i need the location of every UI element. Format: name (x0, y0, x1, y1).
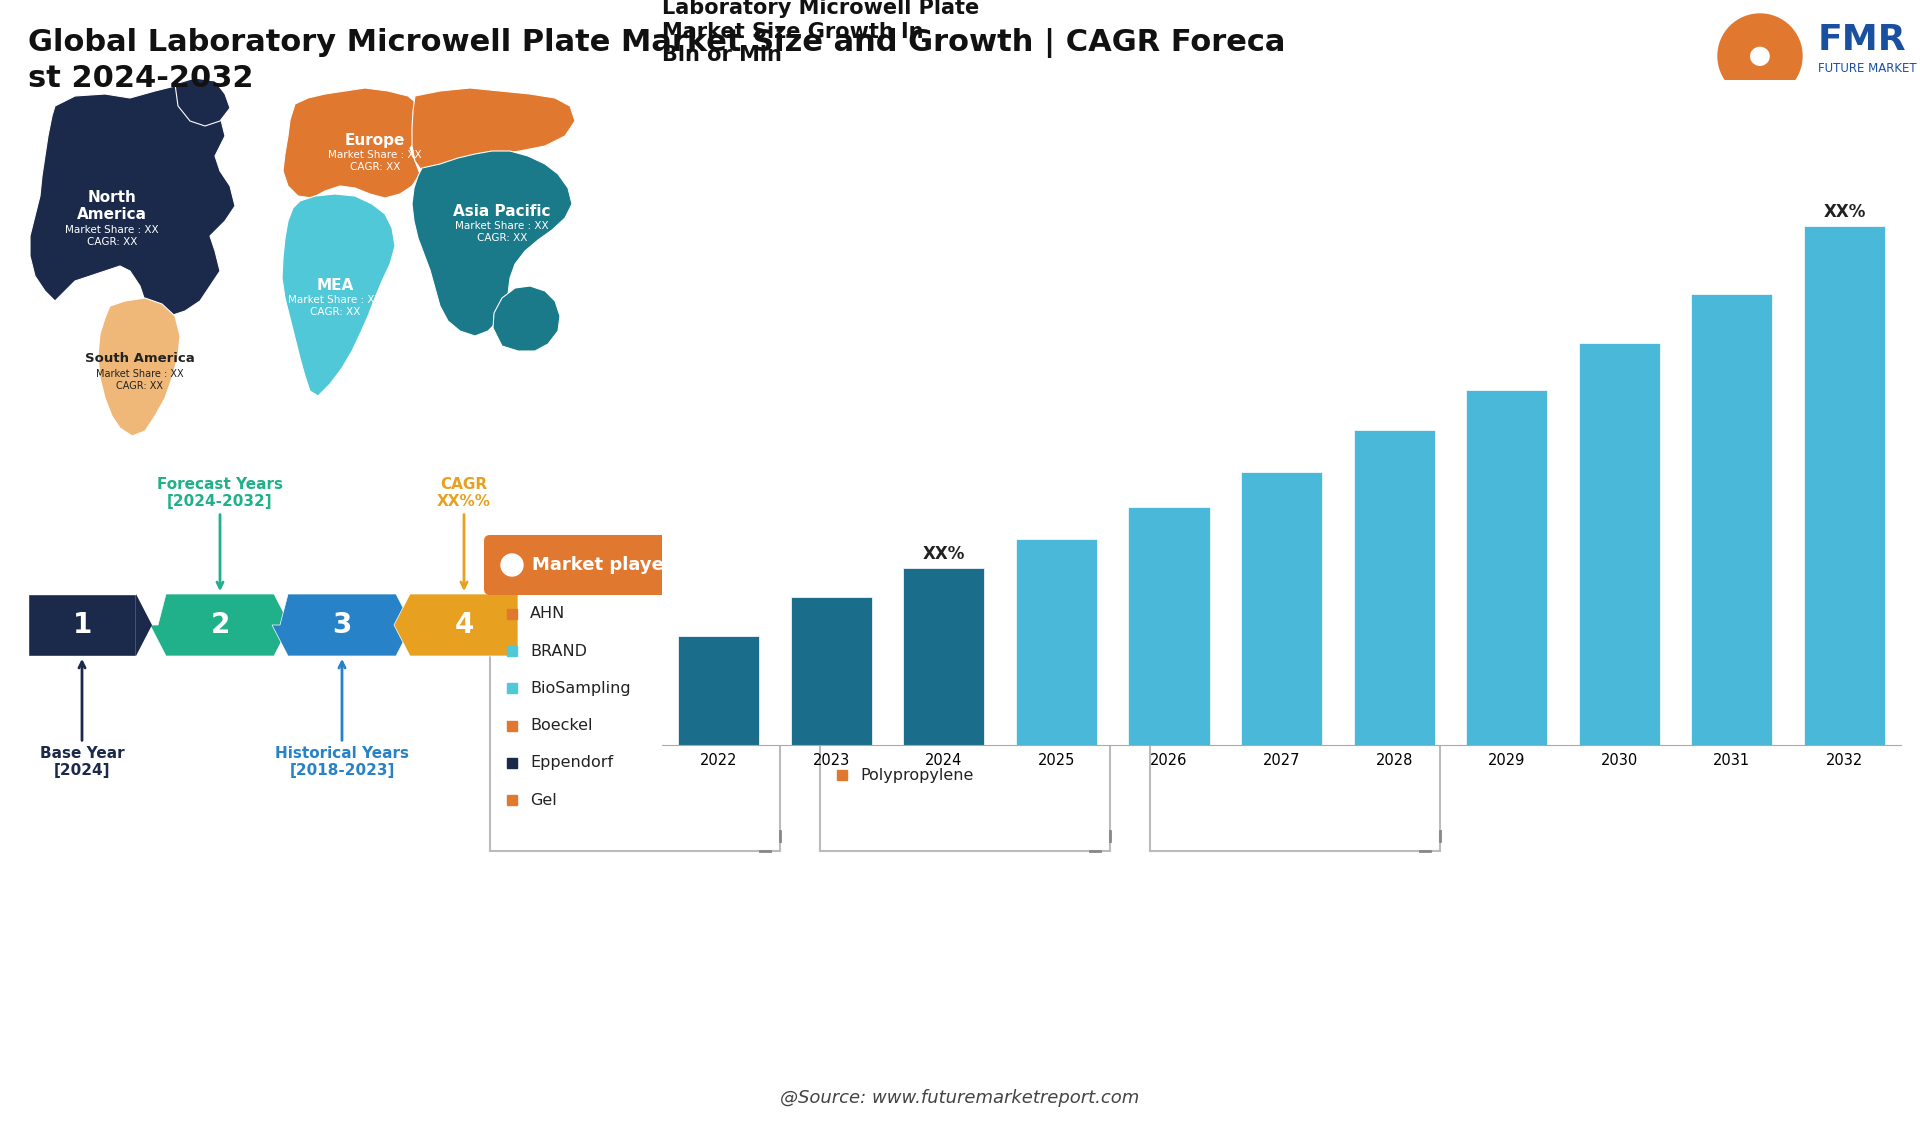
Polygon shape (282, 194, 396, 397)
Text: Market Share : XX
CAGR: XX: Market Share : XX CAGR: XX (328, 150, 422, 172)
Bar (1240, 472, 1323, 745)
Polygon shape (150, 594, 290, 656)
Bar (1805, 226, 1885, 745)
Text: Other: Other (860, 660, 906, 675)
FancyBboxPatch shape (1144, 535, 1446, 595)
Text: Polypropylene: Polypropylene (860, 768, 973, 783)
Text: ⬤: ⬤ (1749, 46, 1770, 65)
Bar (1354, 430, 1434, 745)
Text: Europe: Europe (346, 133, 405, 149)
Text: Market Share : XX
CAGR: XX: Market Share : XX CAGR: XX (96, 369, 184, 391)
Text: CAGR
XX%%: CAGR XX%% (438, 477, 492, 588)
Text: AHN: AHN (530, 606, 564, 621)
Polygon shape (413, 88, 574, 171)
FancyBboxPatch shape (814, 535, 1116, 595)
Text: 4: 4 (455, 611, 474, 639)
Polygon shape (98, 298, 180, 435)
Circle shape (831, 554, 852, 576)
Text: Laboratory Microwell Plate
Market Size Growth In
Bln or Mln: Laboratory Microwell Plate Market Size G… (662, 0, 979, 65)
FancyBboxPatch shape (484, 535, 785, 595)
Circle shape (1718, 14, 1803, 99)
Text: 1: 1 (73, 611, 92, 639)
Text: XX%: XX% (924, 545, 966, 564)
Circle shape (1162, 554, 1183, 576)
Polygon shape (282, 88, 424, 198)
Polygon shape (413, 151, 572, 336)
Text: Global Laboratory Microwell Plate Market Size and Growth | CAGR Foreca: Global Laboratory Microwell Plate Market… (29, 28, 1284, 58)
Text: By type: By type (862, 556, 939, 574)
Bar (1578, 343, 1661, 745)
Text: Market players: Market players (532, 556, 684, 574)
Bar (1467, 390, 1548, 745)
Text: 3: 3 (332, 611, 351, 639)
Text: FUTURE MARKET REPORT: FUTURE MARKET REPORT (1818, 62, 1920, 74)
Bar (1016, 540, 1096, 745)
Polygon shape (136, 594, 152, 656)
Text: Gel: Gel (530, 793, 557, 808)
Text: Glass: Glass (860, 606, 902, 621)
Text: Forecast Years
[2024-2032]: Forecast Years [2024-2032] (157, 477, 282, 588)
Bar (1692, 295, 1772, 745)
Bar (1129, 507, 1210, 745)
Text: 2: 2 (211, 611, 230, 639)
Text: Eppendorf: Eppendorf (530, 755, 612, 770)
Text: North
America: North America (77, 190, 148, 222)
Text: Asia Pacific: Asia Pacific (453, 204, 551, 219)
Bar (791, 597, 872, 745)
Text: Market Share : XX
CAGR: XX: Market Share : XX CAGR: XX (288, 296, 382, 316)
Polygon shape (273, 594, 413, 656)
Text: @Source: www.futuremarketreport.com: @Source: www.futuremarketreport.com (780, 1089, 1140, 1107)
Text: FMR: FMR (1818, 23, 1907, 57)
Text: Plastic: Plastic (860, 714, 912, 729)
Text: Research: Research (1190, 606, 1263, 621)
Polygon shape (493, 286, 561, 351)
Text: Market Share : XX
CAGR: XX: Market Share : XX CAGR: XX (65, 226, 159, 246)
Text: BRAND: BRAND (530, 644, 588, 659)
Text: BioSampling: BioSampling (530, 681, 630, 696)
Text: Historical Years
[2018-2023]: Historical Years [2018-2023] (275, 662, 409, 778)
Circle shape (501, 554, 522, 576)
Bar (902, 567, 985, 745)
Text: South America: South America (84, 353, 194, 366)
Polygon shape (394, 594, 518, 656)
FancyBboxPatch shape (29, 594, 136, 656)
Text: Base Year
[2024]: Base Year [2024] (40, 662, 125, 778)
Text: Market Share : XX
CAGR: XX: Market Share : XX CAGR: XX (455, 221, 549, 243)
Text: Testing: Testing (1190, 704, 1246, 719)
Text: XX%: XX% (1824, 203, 1866, 221)
Text: MEA: MEA (317, 278, 353, 293)
Text: st 2024-2032: st 2024-2032 (29, 64, 253, 93)
Text: By application: By application (1192, 556, 1336, 574)
Polygon shape (175, 78, 230, 126)
Text: Boeckel: Boeckel (530, 719, 593, 733)
Bar (678, 636, 758, 745)
Polygon shape (31, 86, 234, 316)
